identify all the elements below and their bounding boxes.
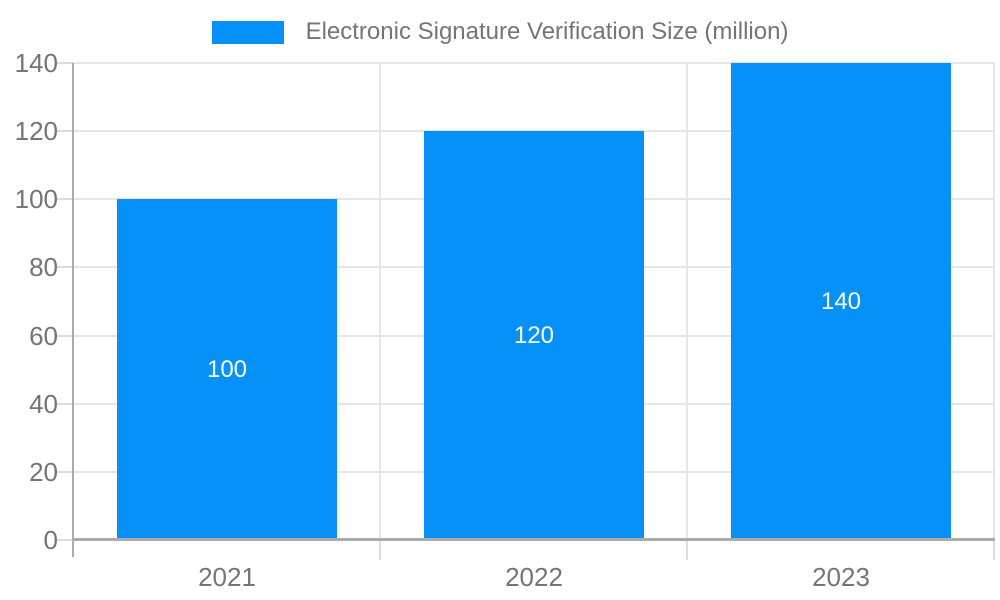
y-axis-tickmark <box>56 335 73 337</box>
x-axis-tickmark <box>686 540 688 560</box>
legend-series-label: Electronic Signature Verification Size (… <box>305 18 789 45</box>
y-axis-tickmark <box>56 403 73 405</box>
x-axis-tickmark <box>993 540 995 560</box>
x-axis-baseline <box>72 538 995 541</box>
y-axis-tick-label: 80 <box>29 252 58 282</box>
x-axis-tick-label: 2021 <box>198 562 256 592</box>
bar-value-label: 120 <box>513 322 555 349</box>
y-axis-tickmark <box>56 198 73 200</box>
gridline-vertical <box>686 63 688 540</box>
y-axis-tick-label: 0 <box>43 525 58 555</box>
y-axis-tick-label: 140 <box>14 48 58 78</box>
chart-legend: Electronic Signature Verification Size (… <box>0 17 1000 47</box>
legend-color-swatch <box>211 20 284 44</box>
y-axis-tick-label: 120 <box>14 116 58 146</box>
x-axis-tickmark <box>379 540 381 560</box>
y-axis-tick-label: 60 <box>29 321 58 351</box>
bar-2023[interactable] <box>731 63 951 540</box>
x-axis-tick-label: 2023 <box>812 562 870 592</box>
y-axis-tick-label: 40 <box>29 389 58 419</box>
x-axis-tick-label: 2022 <box>505 562 563 592</box>
y-axis-line <box>72 63 74 557</box>
y-axis-tickmark <box>56 130 73 132</box>
y-axis-tickmark <box>56 539 73 541</box>
bar-2021[interactable] <box>117 199 337 540</box>
y-axis-tickmark <box>56 266 73 268</box>
gridline-horizontal <box>73 62 994 64</box>
y-axis-tickmark <box>56 62 73 64</box>
gridline-vertical <box>993 63 995 540</box>
y-axis-tickmark <box>56 471 73 473</box>
bar-value-label: 100 <box>206 356 248 383</box>
y-axis-tick-label: 100 <box>14 184 58 214</box>
bar-2022[interactable] <box>424 131 644 540</box>
bar-value-label: 140 <box>820 288 862 315</box>
y-axis-tick-label: 20 <box>29 457 58 487</box>
gridline-vertical <box>379 63 381 540</box>
